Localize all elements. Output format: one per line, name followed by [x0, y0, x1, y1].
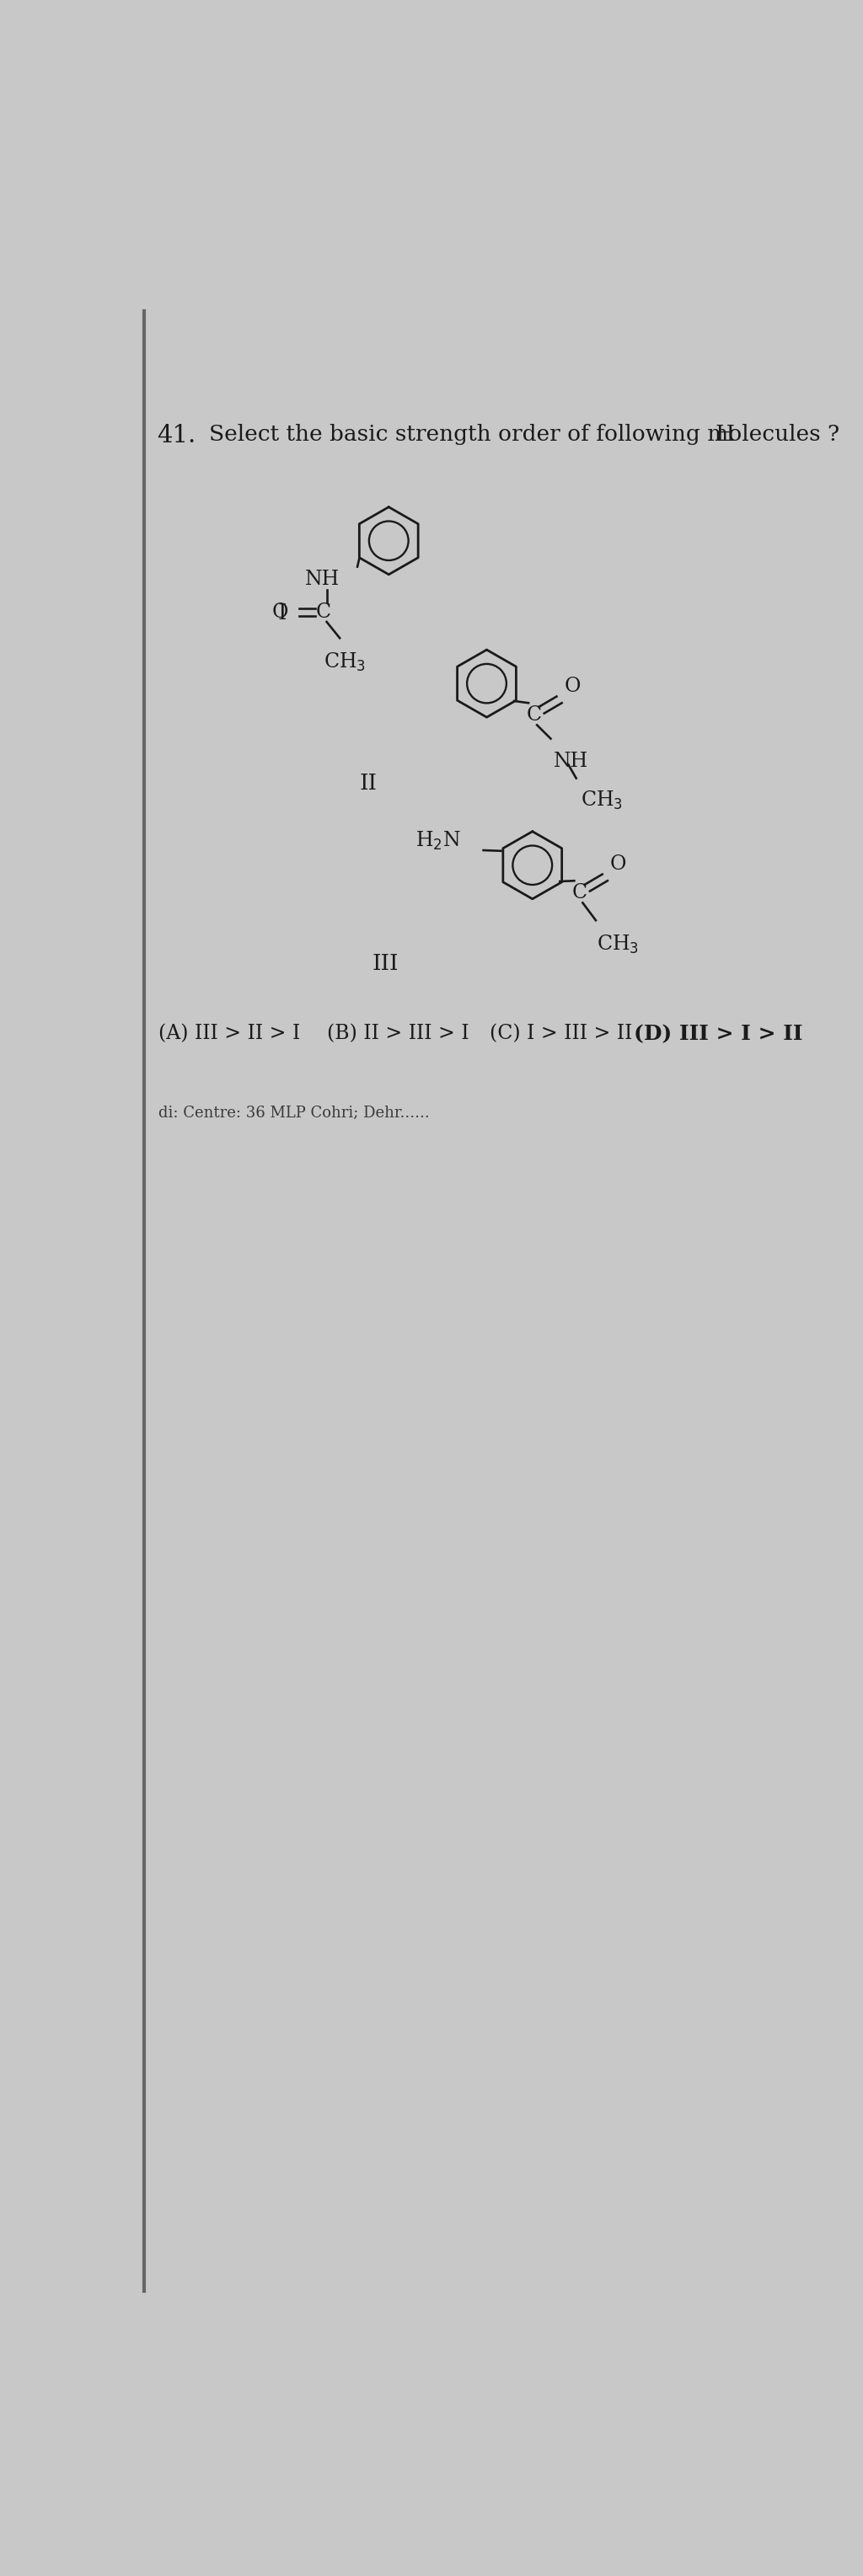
Text: CH$_3$: CH$_3$	[324, 652, 365, 672]
Text: C: C	[572, 884, 587, 902]
Text: CH$_3$: CH$_3$	[597, 933, 639, 956]
Text: H$_2$N: H$_2$N	[415, 829, 461, 853]
Text: NH: NH	[306, 569, 340, 590]
Text: C: C	[316, 603, 331, 621]
Text: (C) I > III > II: (C) I > III > II	[490, 1025, 633, 1043]
Text: III: III	[373, 953, 399, 974]
Text: (D) III > I > II: (D) III > I > II	[633, 1025, 803, 1043]
Text: Select the basic strength order of following molecules ?: Select the basic strength order of follo…	[209, 425, 840, 446]
Text: di: Centre: 36 MLP Cohri; Dehr......: di: Centre: 36 MLP Cohri; Dehr......	[159, 1105, 430, 1121]
Text: (A) III > II > I: (A) III > II > I	[159, 1025, 300, 1043]
Text: II: II	[359, 773, 377, 793]
Text: H: H	[715, 425, 735, 446]
Text: I: I	[278, 603, 287, 623]
Text: (B) II > III > I: (B) II > III > I	[327, 1025, 469, 1043]
Text: NH: NH	[553, 752, 588, 770]
Text: O: O	[272, 603, 288, 621]
Text: O: O	[564, 677, 581, 696]
Text: O: O	[610, 855, 627, 873]
Text: CH$_3$: CH$_3$	[581, 788, 623, 811]
Text: C: C	[526, 706, 541, 724]
Text: 41.: 41.	[157, 425, 196, 448]
